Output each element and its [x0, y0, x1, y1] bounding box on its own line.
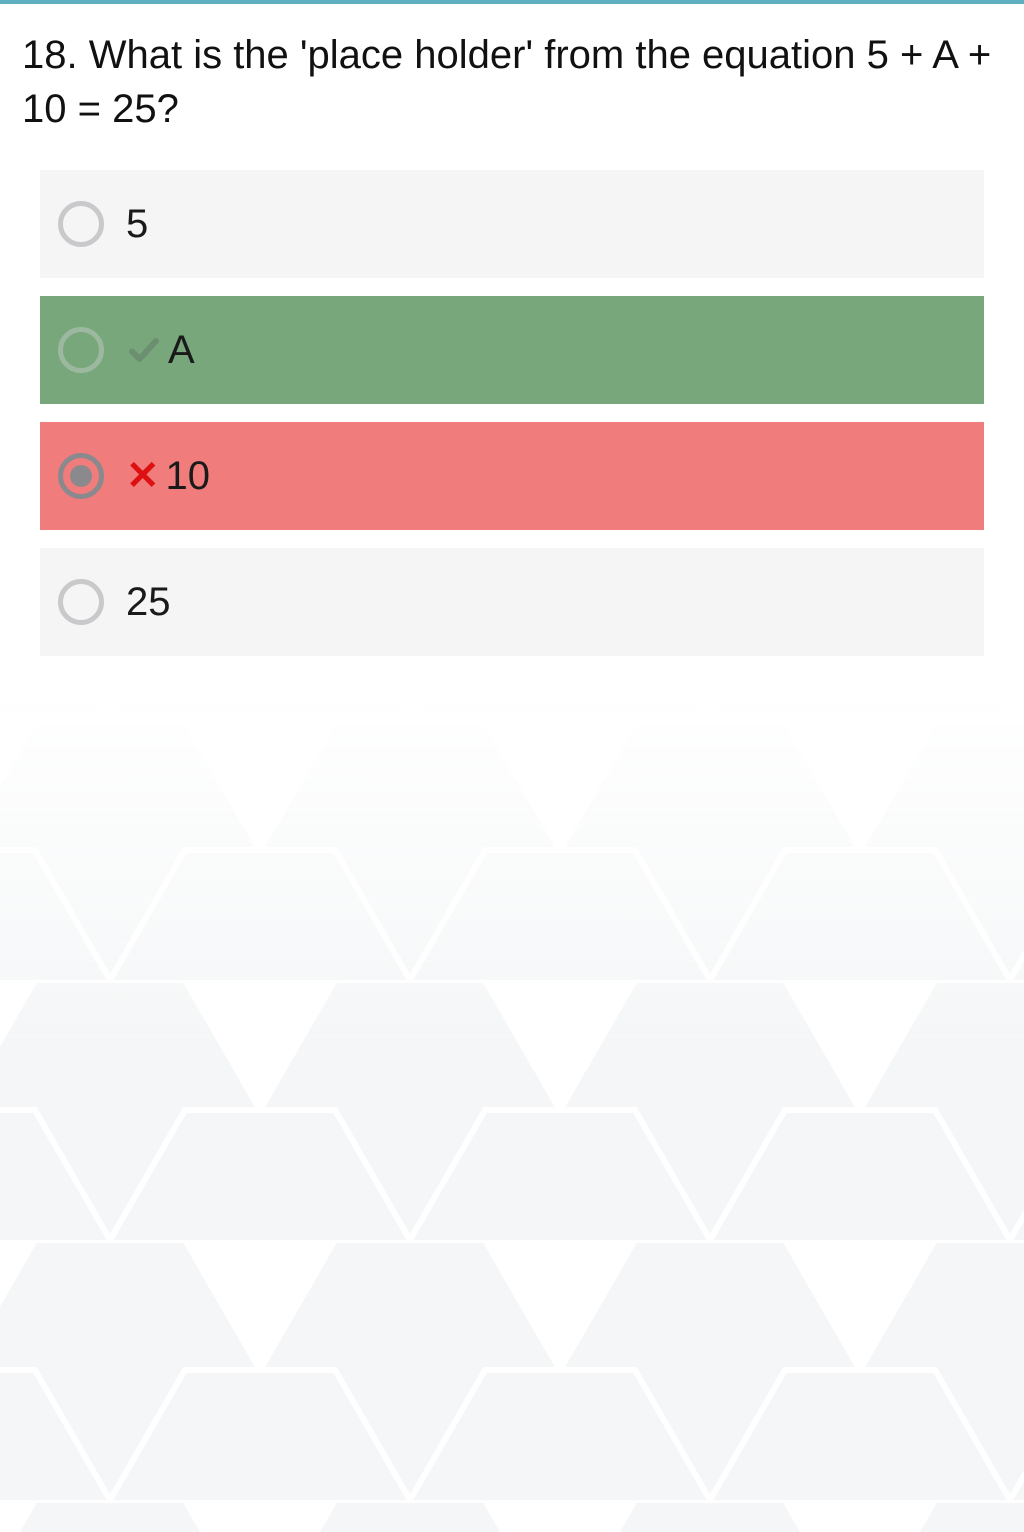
options-list: 5 A ✕ 10 25 — [22, 170, 1002, 656]
option-1[interactable]: 5 — [40, 170, 984, 278]
option-3-wrong-selected[interactable]: ✕ 10 — [40, 422, 984, 530]
option-4[interactable]: 25 — [40, 548, 984, 656]
cross-icon: ✕ — [126, 453, 160, 499]
radio-icon — [58, 579, 104, 625]
option-label: 10 — [166, 454, 211, 499]
option-2-correct[interactable]: A — [40, 296, 984, 404]
option-label: 25 — [126, 580, 171, 625]
top-border — [0, 0, 1024, 4]
question-text: 18. What is the 'place holder' from the … — [22, 28, 1002, 136]
radio-icon — [58, 327, 104, 373]
radio-icon — [58, 201, 104, 247]
quiz-content: 18. What is the 'place holder' from the … — [0, 0, 1024, 656]
option-label: 5 — [126, 202, 148, 247]
option-label: A — [168, 328, 195, 373]
check-icon — [126, 332, 162, 368]
radio-selected-icon — [58, 453, 104, 499]
